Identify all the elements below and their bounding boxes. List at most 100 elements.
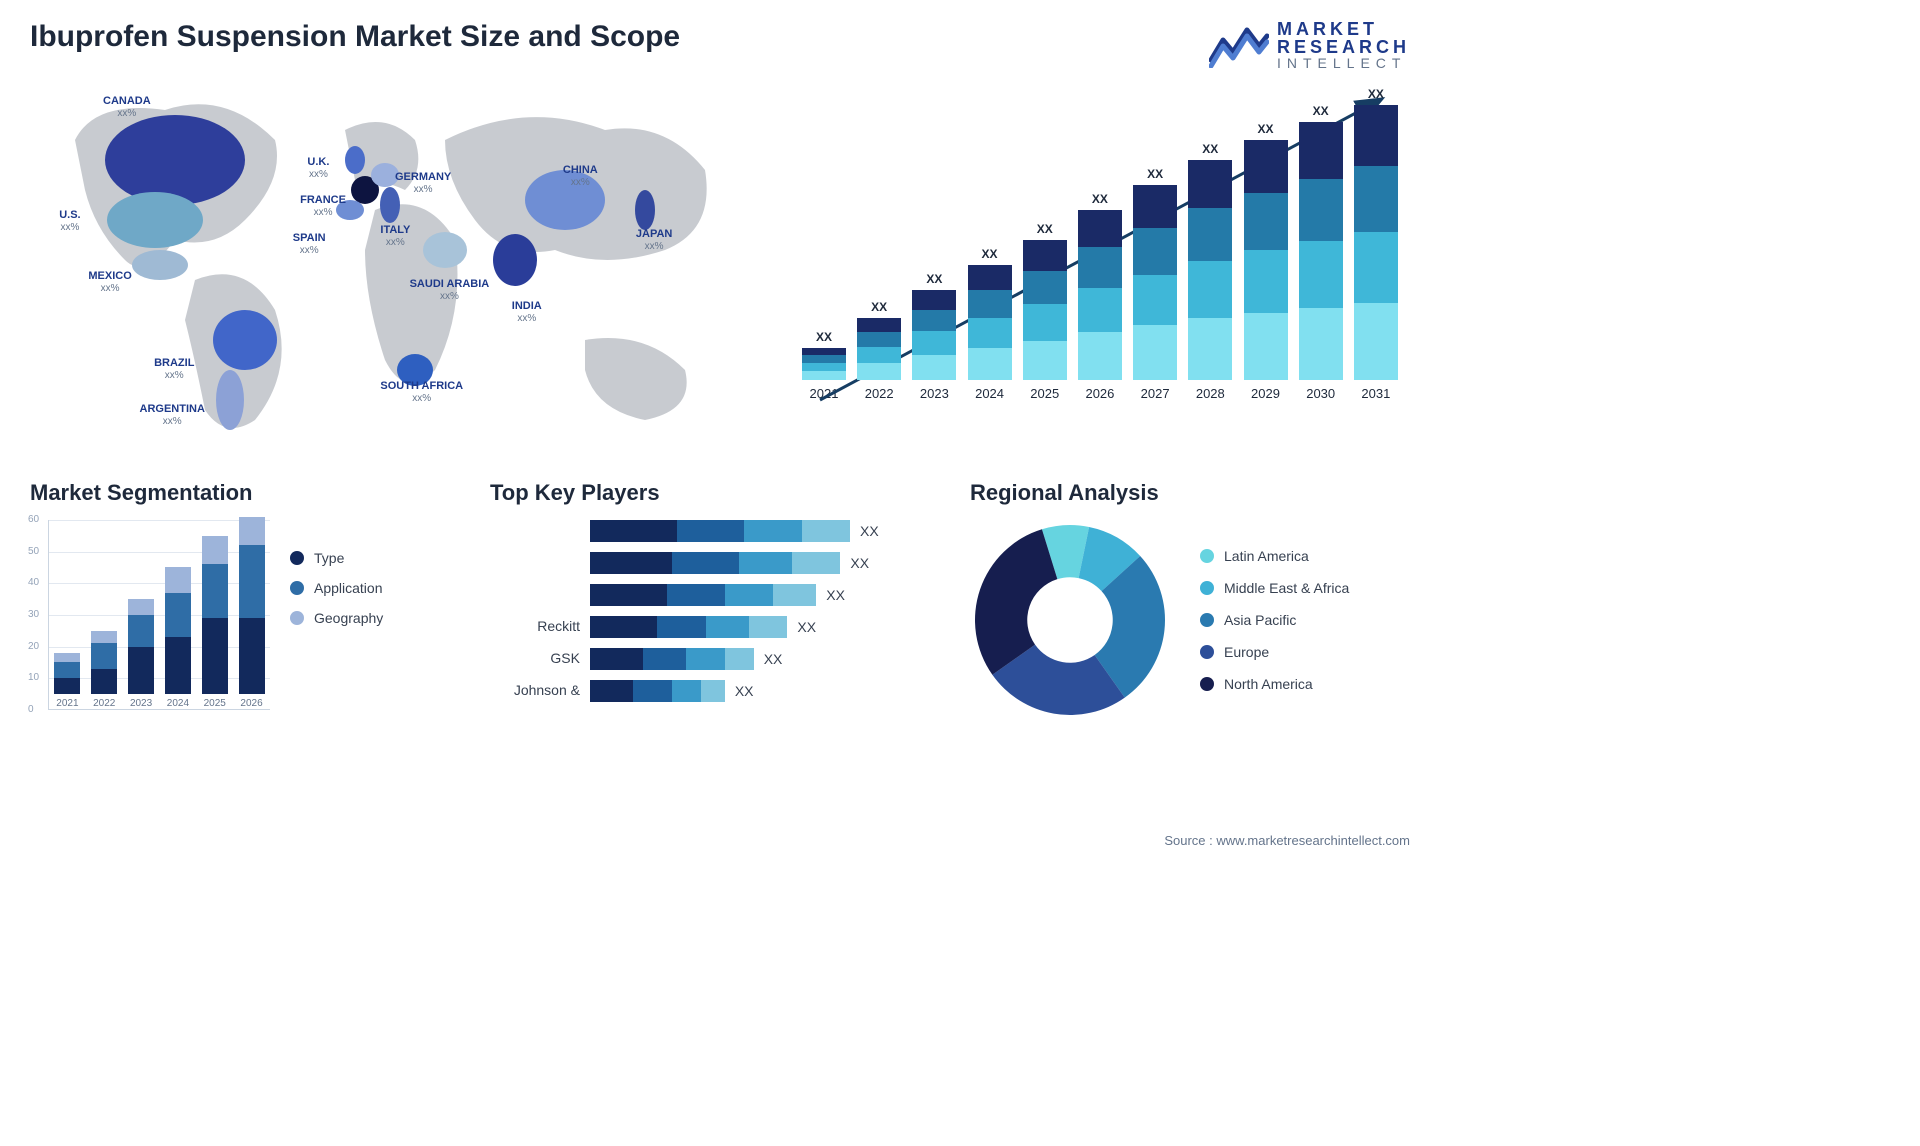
legend-dot-icon (290, 551, 304, 565)
world-map-panel: CANADAxx%U.S.xx%MEXICOxx%BRAZILxx%ARGENT… (30, 80, 760, 460)
map-country-label: MEXICOxx% (88, 270, 131, 294)
legend-dot-icon (290, 581, 304, 595)
legend-label: Type (314, 550, 344, 566)
seg-ytick: 20 (28, 641, 39, 652)
legend-dot-icon (1200, 549, 1214, 563)
seg-bar: 2024 (163, 567, 193, 709)
map-country-label: U.S.xx% (59, 209, 80, 233)
page-title: Ibuprofen Suspension Market Size and Sco… (30, 20, 680, 54)
growth-bar-value: XX (1147, 167, 1163, 181)
growth-bar: XX (1352, 87, 1400, 380)
player-bar-value: XX (797, 619, 816, 635)
growth-year-label: 2029 (1242, 386, 1290, 401)
regional-legend-item: Middle East & Africa (1200, 580, 1349, 596)
seg-bar: 2025 (200, 536, 230, 709)
regional-legend-item: Asia Pacific (1200, 612, 1349, 628)
seg-ytick: 30 (28, 609, 39, 620)
map-country-label: CANADAxx% (103, 95, 151, 119)
growth-bar-value: XX (871, 300, 887, 314)
growth-bar-value: XX (1313, 104, 1329, 118)
growth-bar: XX (1242, 122, 1290, 380)
player-name-label: Johnson & (490, 682, 580, 698)
legend-label: Middle East & Africa (1224, 580, 1349, 596)
growth-bar-value: XX (926, 272, 942, 286)
legend-dot-icon (1200, 613, 1214, 627)
growth-year-label: 2027 (1131, 386, 1179, 401)
growth-year-label: 2023 (910, 386, 958, 401)
regional-legend: Latin America Middle East & Africa Asia Pa… (1200, 548, 1349, 692)
legend-label: Geography (314, 610, 383, 626)
seg-year-label: 2025 (204, 698, 226, 709)
growth-bar: XX (1186, 142, 1234, 380)
segmentation-title: Market Segmentation (30, 480, 450, 506)
players-title: Top Key Players (490, 480, 930, 506)
growth-bar-value: XX (1368, 87, 1384, 101)
seg-ytick: 60 (28, 514, 39, 525)
growth-bar-value: XX (982, 247, 998, 261)
players-panel: Top Key Players ReckittGSKJohnson & XXXX… (490, 480, 930, 740)
regional-title: Regional Analysis (970, 480, 1410, 506)
map-country-label: CHINAxx% (563, 164, 598, 188)
seg-year-label: 2023 (130, 698, 152, 709)
regional-legend-item: Latin America (1200, 548, 1349, 564)
players-axis-labels: Reckitt GSK Johnson & (490, 520, 580, 702)
seg-bar: 2022 (89, 631, 119, 709)
legend-label: North America (1224, 676, 1313, 692)
growth-bar-value: XX (816, 330, 832, 344)
legend-label: Europe (1224, 644, 1269, 660)
player-bar-row: XX (590, 680, 930, 702)
logo-text-mid: RESEARCH (1277, 38, 1410, 56)
legend-dot-icon (290, 611, 304, 625)
source-attribution: Source : www.marketresearchintellect.com (1164, 833, 1410, 848)
legend-dot-icon (1200, 677, 1214, 691)
players-bar-chart: XX XX XX XX XX XX (590, 520, 930, 702)
growth-year-label: 2031 (1352, 386, 1400, 401)
seg-ytick: 0 (28, 704, 34, 715)
seg-year-label: 2021 (56, 698, 78, 709)
player-bar-row: XX (590, 552, 930, 574)
growth-year-label: 2026 (1076, 386, 1124, 401)
seg-year-label: 2026 (240, 698, 262, 709)
player-bar-value: XX (826, 587, 845, 603)
regional-donut-chart (970, 520, 1170, 720)
map-country-label: FRANCExx% (300, 194, 346, 218)
growth-bar-value: XX (1257, 122, 1273, 136)
player-name-label: GSK (490, 650, 580, 666)
seg-ytick: 50 (28, 546, 39, 557)
regional-legend-item: Europe (1200, 644, 1349, 660)
seg-legend-item: Geography (290, 610, 383, 626)
map-country-label: SOUTH AFRICAxx% (380, 380, 463, 404)
map-country-label: SPAINxx% (293, 232, 326, 256)
segmentation-bar-chart: 0102030405060 202120222023202420252026 (30, 520, 270, 740)
growth-year-label: 2030 (1297, 386, 1345, 401)
map-country-label: ARGENTINAxx% (140, 403, 205, 427)
player-name-label: Reckitt (490, 618, 580, 634)
seg-year-label: 2022 (93, 698, 115, 709)
segmentation-panel: Market Segmentation 0102030405060 202120… (30, 480, 450, 740)
player-bar-value: XX (764, 651, 783, 667)
logo-text-bot: INTELLECT (1277, 56, 1410, 70)
growth-bar: XX (855, 300, 903, 380)
growth-bar-value: XX (1092, 192, 1108, 206)
player-bar-row: XX (590, 616, 930, 638)
growth-year-label: 2021 (800, 386, 848, 401)
logo-text-top: MARKET (1277, 20, 1410, 38)
player-bar-row: XX (590, 520, 930, 542)
seg-bar: 2021 (52, 653, 82, 709)
map-country-label: SAUDI ARABIAxx% (410, 278, 490, 302)
legend-dot-icon (1200, 581, 1214, 595)
map-country-label: U.K.xx% (307, 156, 329, 180)
growth-bar-value: XX (1037, 222, 1053, 236)
growth-year-label: 2024 (966, 386, 1014, 401)
seg-year-label: 2024 (167, 698, 189, 709)
growth-year-label: 2028 (1186, 386, 1234, 401)
seg-bar: 2026 (237, 517, 267, 709)
growth-bar: XX (800, 330, 848, 380)
growth-year-label: 2025 (1021, 386, 1069, 401)
donut-slice (975, 529, 1057, 675)
growth-bar: XX (1076, 192, 1124, 380)
seg-legend-item: Application (290, 580, 383, 596)
seg-legend-item: Type (290, 550, 383, 566)
brand-logo: MARKET RESEARCH INTELLECT (1209, 20, 1410, 70)
map-country-label: GERMANYxx% (395, 171, 451, 195)
